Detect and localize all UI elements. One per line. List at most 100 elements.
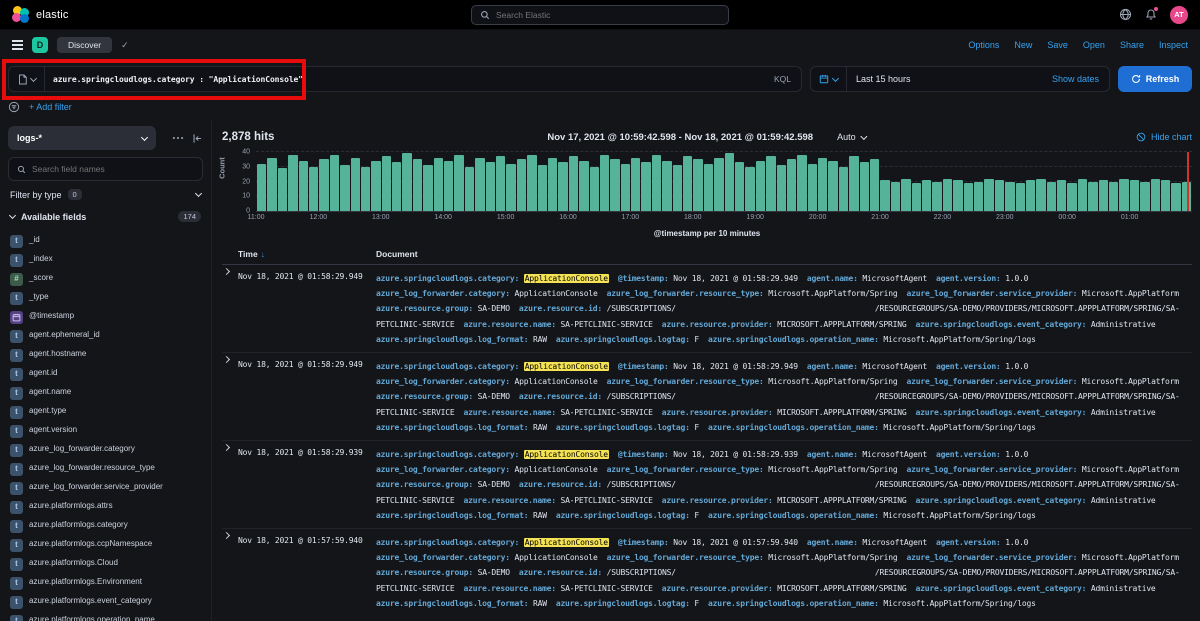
histogram-bar[interactable] (527, 154, 537, 211)
histogram-bar[interactable] (766, 156, 776, 211)
histogram-bar[interactable] (911, 182, 921, 211)
filter-settings-icon[interactable] (8, 101, 20, 113)
histogram-bar[interactable] (547, 157, 558, 211)
global-search[interactable] (471, 5, 729, 25)
histogram-bar[interactable] (1119, 178, 1129, 211)
histogram-bar[interactable] (1109, 181, 1119, 211)
available-fields-header[interactable]: Available fields 174 (8, 208, 203, 225)
field-list-item[interactable]: t azure.platformlogs.Cloud (8, 555, 203, 574)
field-list-item[interactable]: t agent.id (8, 365, 203, 384)
histogram-bar[interactable] (1088, 181, 1098, 211)
histogram-bar[interactable] (1140, 181, 1150, 211)
histogram-bar[interactable] (537, 165, 547, 211)
globe-icon[interactable] (1119, 8, 1132, 21)
histogram-bar[interactable] (776, 165, 786, 211)
histogram-bar[interactable] (444, 160, 454, 211)
histogram-bar[interactable] (558, 162, 568, 211)
histogram-bar[interactable] (1057, 180, 1067, 211)
field-list-item[interactable]: t agent.type (8, 403, 203, 422)
histogram-bar[interactable] (381, 156, 392, 211)
index-pattern-select[interactable]: logs-* (8, 126, 156, 150)
histogram-bar[interactable] (1036, 178, 1046, 211)
histogram-bar[interactable] (340, 165, 350, 211)
histogram-bar[interactable] (610, 159, 620, 211)
histogram-bar[interactable] (942, 178, 953, 211)
field-list-item[interactable]: # _score (8, 270, 203, 289)
histogram-bar[interactable] (1098, 180, 1109, 211)
histogram-bar[interactable] (1077, 178, 1088, 211)
field-list-item[interactable]: t azure.platformlogs.event_category (8, 593, 203, 612)
histogram-bar[interactable] (953, 180, 963, 211)
discover-app-icon[interactable]: D (32, 37, 48, 53)
field-list-item[interactable]: t azure_log_forwarder.service_provider (8, 479, 203, 498)
histogram-bar[interactable] (651, 154, 662, 211)
histogram-bar[interactable] (277, 168, 288, 211)
histogram-bar[interactable] (1150, 178, 1160, 211)
histogram-bar[interactable] (329, 154, 340, 211)
expand-row-button[interactable] (222, 355, 238, 435)
add-filter-link[interactable]: + Add filter (29, 102, 72, 112)
field-list-item[interactable]: t agent.hostname (8, 346, 203, 365)
histogram-bar[interactable] (714, 157, 724, 211)
histogram-bar[interactable] (288, 154, 298, 211)
more-options-icon[interactable] (172, 135, 184, 141)
expand-row-button[interactable] (222, 443, 238, 523)
histogram-bar[interactable] (360, 166, 371, 211)
histogram-bar[interactable] (828, 160, 838, 211)
histogram-bar[interactable] (464, 166, 475, 211)
hide-chart-link[interactable]: Hide chart (1136, 132, 1192, 142)
inspect-link[interactable]: Inspect (1158, 40, 1188, 50)
histogram-bar[interactable] (308, 166, 319, 211)
histogram-bar[interactable] (662, 160, 672, 211)
histogram-bar[interactable] (963, 182, 973, 211)
histogram-bar[interactable] (683, 156, 693, 211)
histogram-bar[interactable] (412, 159, 423, 211)
new-link[interactable]: New (1014, 40, 1033, 50)
histogram-bar[interactable] (350, 157, 360, 211)
histogram-bar[interactable] (755, 160, 766, 211)
field-list-item[interactable]: t azure.platformlogs.category (8, 517, 203, 536)
notifications-bell-icon[interactable] (1145, 7, 1158, 21)
field-list-item[interactable]: t azure_log_forwarder.resource_type (8, 460, 203, 479)
share-link[interactable]: Share (1119, 40, 1144, 50)
avatar[interactable]: AT (1170, 5, 1188, 24)
field-list-item[interactable]: t _type (8, 289, 203, 308)
query-input[interactable] (45, 74, 764, 84)
expand-row-button[interactable] (222, 532, 238, 611)
field-list-item[interactable]: t azure.platformlogs.operation_name (8, 612, 203, 621)
filter-by-type[interactable]: Filter by type 0 (8, 188, 203, 201)
histogram-bar[interactable] (901, 178, 911, 211)
histogram-bar[interactable] (506, 163, 516, 211)
histogram-bar[interactable] (298, 160, 308, 211)
field-list-item[interactable]: t agent.name (8, 384, 203, 403)
elastic-brand[interactable]: elastic (12, 6, 69, 23)
histogram-bar[interactable] (703, 163, 714, 211)
field-list-item[interactable]: t _index (8, 251, 203, 270)
histogram-bar[interactable] (818, 157, 828, 211)
histogram-bar[interactable] (973, 181, 984, 211)
global-search-input[interactable] (496, 10, 720, 20)
histogram-bar[interactable] (433, 157, 444, 211)
field-list-item[interactable]: t azure.platformlogs.Environment (8, 574, 203, 593)
histogram-bar[interactable] (838, 166, 849, 211)
histogram-bar[interactable] (797, 154, 807, 211)
refresh-button[interactable]: Refresh (1118, 66, 1192, 92)
histogram-bar[interactable] (267, 157, 277, 211)
histogram-bar[interactable] (568, 156, 579, 211)
histogram-bar[interactable] (516, 159, 527, 211)
histogram-bar[interactable] (599, 154, 610, 211)
histogram-bar[interactable] (402, 153, 412, 211)
field-list-item[interactable]: @timestamp (8, 308, 203, 327)
histogram-bar[interactable] (392, 162, 402, 211)
histogram-bar[interactable] (786, 159, 797, 211)
field-list-item[interactable]: t azure.platformlogs.ccpNamespace (8, 536, 203, 555)
histogram-bar[interactable] (922, 180, 932, 211)
show-dates-link[interactable]: Show dates (1051, 74, 1099, 84)
histogram-bar[interactable] (1025, 180, 1036, 211)
histogram-bar[interactable] (641, 162, 651, 211)
histogram-bar[interactable] (495, 156, 506, 211)
histogram-bar[interactable] (745, 166, 755, 211)
expand-row-button[interactable] (222, 267, 238, 347)
histogram-bar[interactable] (859, 162, 870, 211)
field-list-item[interactable]: t agent.ephemeral_id (8, 327, 203, 346)
